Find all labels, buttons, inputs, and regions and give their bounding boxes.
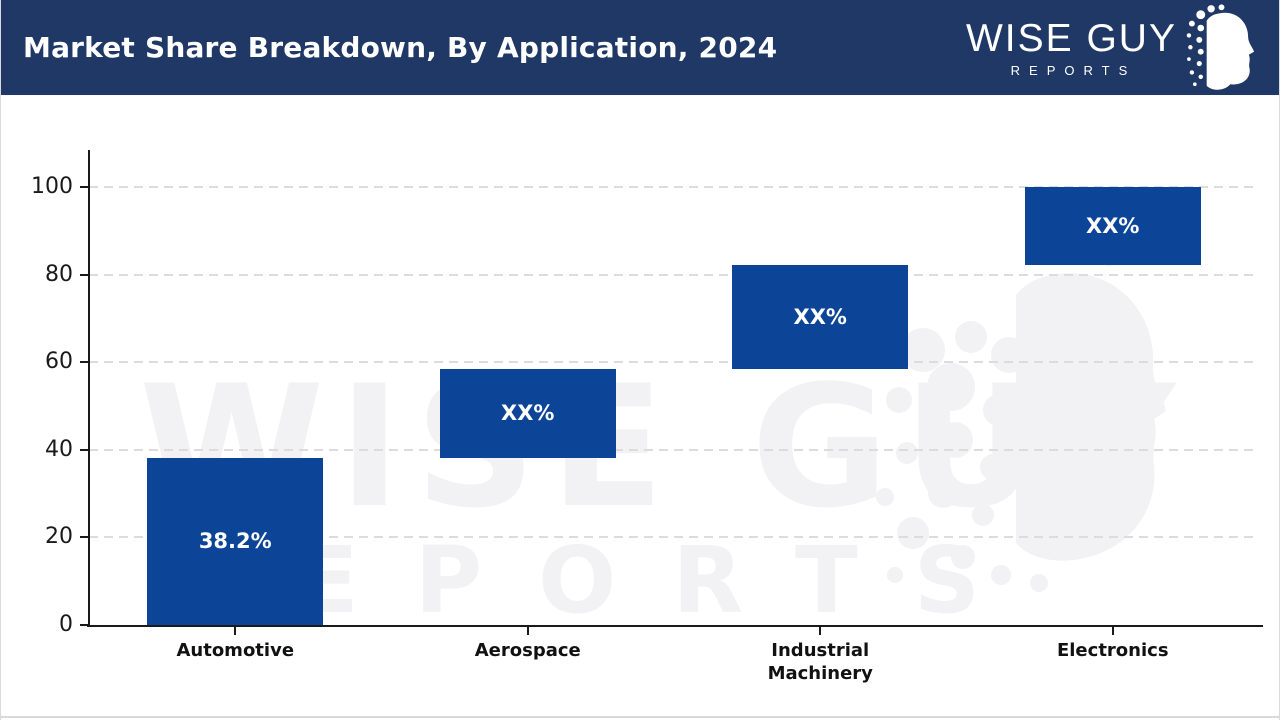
y-tick bbox=[80, 361, 89, 364]
x-category-label: Electronics bbox=[1056, 640, 1169, 661]
logo-face-icon bbox=[1186, 3, 1255, 90]
gridline bbox=[89, 186, 1259, 188]
x-axis-line bbox=[87, 625, 1263, 627]
x-category-label: Automotive bbox=[176, 640, 295, 661]
bar: XX% bbox=[732, 264, 909, 369]
y-tick-label: 80 bbox=[45, 261, 73, 287]
gridline bbox=[89, 448, 1259, 451]
y-tick-label: 40 bbox=[45, 436, 73, 462]
header: Market Share Breakdown, By Application, … bbox=[1, 0, 1279, 95]
y-tick-label: 0 bbox=[59, 612, 73, 637]
y-tick-label: 20 bbox=[45, 524, 73, 550]
x-tick bbox=[234, 627, 237, 635]
y-tick-label: 100 bbox=[31, 174, 73, 199]
x-category-label: Industrial Machinery bbox=[767, 640, 873, 684]
logo-wordmark: WISE GUY bbox=[965, 16, 1177, 60]
gridline bbox=[89, 273, 1259, 276]
watermark-face-icon bbox=[876, 231, 1166, 592]
gridline bbox=[89, 361, 1259, 364]
x-tick bbox=[819, 627, 822, 635]
bar: 38.2% bbox=[147, 457, 324, 625]
y-tick bbox=[80, 536, 89, 539]
bar-value-label: XX% bbox=[1086, 213, 1140, 238]
x-tick bbox=[1111, 627, 1114, 635]
waterfall-chart: WISE GUY REPORTS 0 20 40 60 80 100 38.2% Automo… bbox=[1, 95, 1279, 705]
gridline bbox=[89, 536, 1259, 539]
bar: XX% bbox=[1024, 187, 1201, 265]
bar: XX% bbox=[439, 368, 616, 458]
y-tick bbox=[80, 624, 89, 626]
wise-guy-logo: WISE GUY REPORTS bbox=[966, 3, 1257, 92]
y-tick-label: 60 bbox=[45, 349, 73, 375]
y-axis-line bbox=[88, 150, 90, 627]
y-tick bbox=[80, 448, 89, 451]
bar-value-label: XX% bbox=[793, 304, 847, 329]
bar-value-label: 38.2% bbox=[198, 529, 272, 554]
bar-value-label: XX% bbox=[501, 401, 555, 426]
y-tick bbox=[80, 273, 89, 276]
x-tick bbox=[526, 627, 529, 635]
logo-subtext: REPORTS bbox=[1010, 62, 1137, 78]
page-title: Market Share Breakdown, By Application, … bbox=[23, 31, 778, 64]
bottom-border bbox=[1, 716, 1279, 718]
logo-text: WISE GUY REPORTS bbox=[966, 19, 1177, 77]
x-category-label: Aerospace bbox=[474, 640, 581, 661]
y-tick bbox=[80, 186, 89, 188]
